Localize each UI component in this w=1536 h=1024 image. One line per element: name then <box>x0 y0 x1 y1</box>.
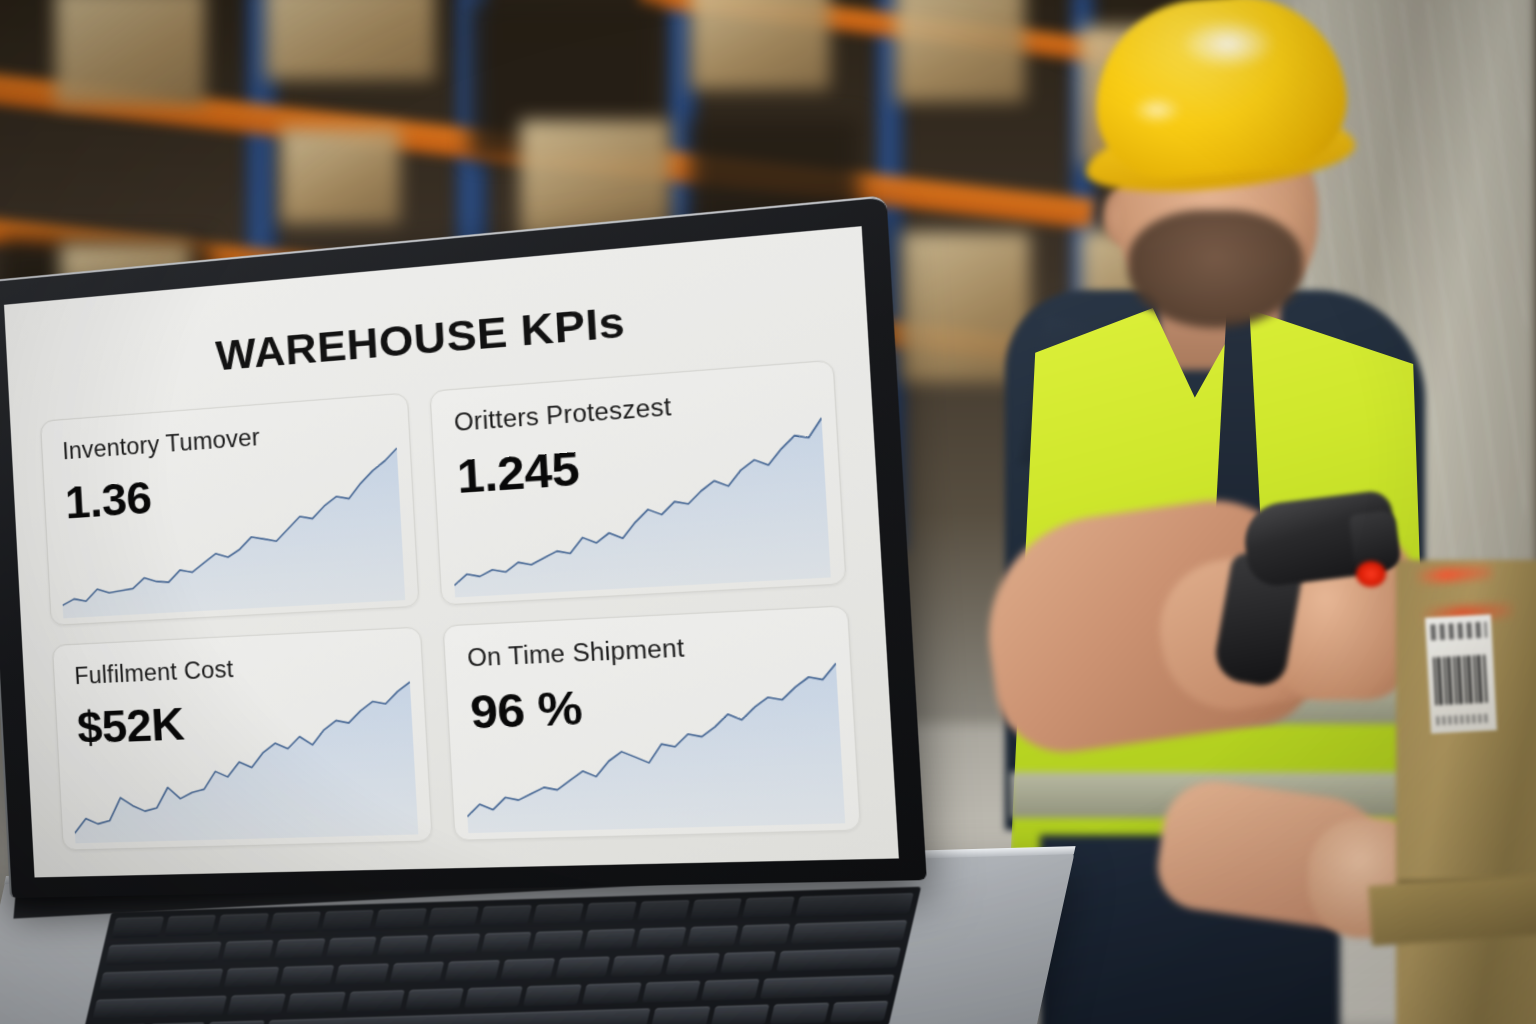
kpi-card-orders-processed[interactable]: Oritters Proteszest 1.245 <box>429 359 847 606</box>
label-header-text <box>1430 621 1488 641</box>
barcode-icon <box>1433 654 1490 706</box>
kpi-card-grid: Inventory Tumover 1.36 Oritters Protesze… <box>39 359 862 851</box>
kpi-card-fulfilment-cost[interactable]: Fulfilment Cost $52K <box>51 626 433 851</box>
laptop-screen: WAREHOUSE KPIs Inventory Tumover 1.36 Or… <box>4 226 899 878</box>
laptop: WAREHOUSE KPIs Inventory Tumover 1.36 Or… <box>0 195 1120 1024</box>
barcode-shipping-label <box>1425 614 1497 734</box>
sparkline-chart <box>446 413 831 598</box>
kpi-card-on-time-shipment[interactable]: On Time Shipment 96 % <box>442 605 862 841</box>
dashboard: WAREHOUSE KPIs Inventory Tumover 1.36 Or… <box>4 226 899 878</box>
hard-hat-highlight <box>1180 18 1276 70</box>
scanner-led-indicator <box>1356 561 1386 587</box>
carton-flap <box>1368 873 1536 947</box>
hard-hat-highlight <box>1132 96 1182 124</box>
label-footer-text <box>1436 713 1491 726</box>
sparkline-chart <box>460 659 846 834</box>
laptop-lid: WAREHOUSE KPIs Inventory Tumover 1.36 Or… <box>0 195 927 899</box>
sparkline-chart <box>55 444 405 619</box>
beard <box>1128 210 1303 328</box>
sparkline-chart <box>67 677 419 844</box>
kpi-card-inventory-turnover[interactable]: Inventory Tumover 1.36 <box>39 392 420 626</box>
